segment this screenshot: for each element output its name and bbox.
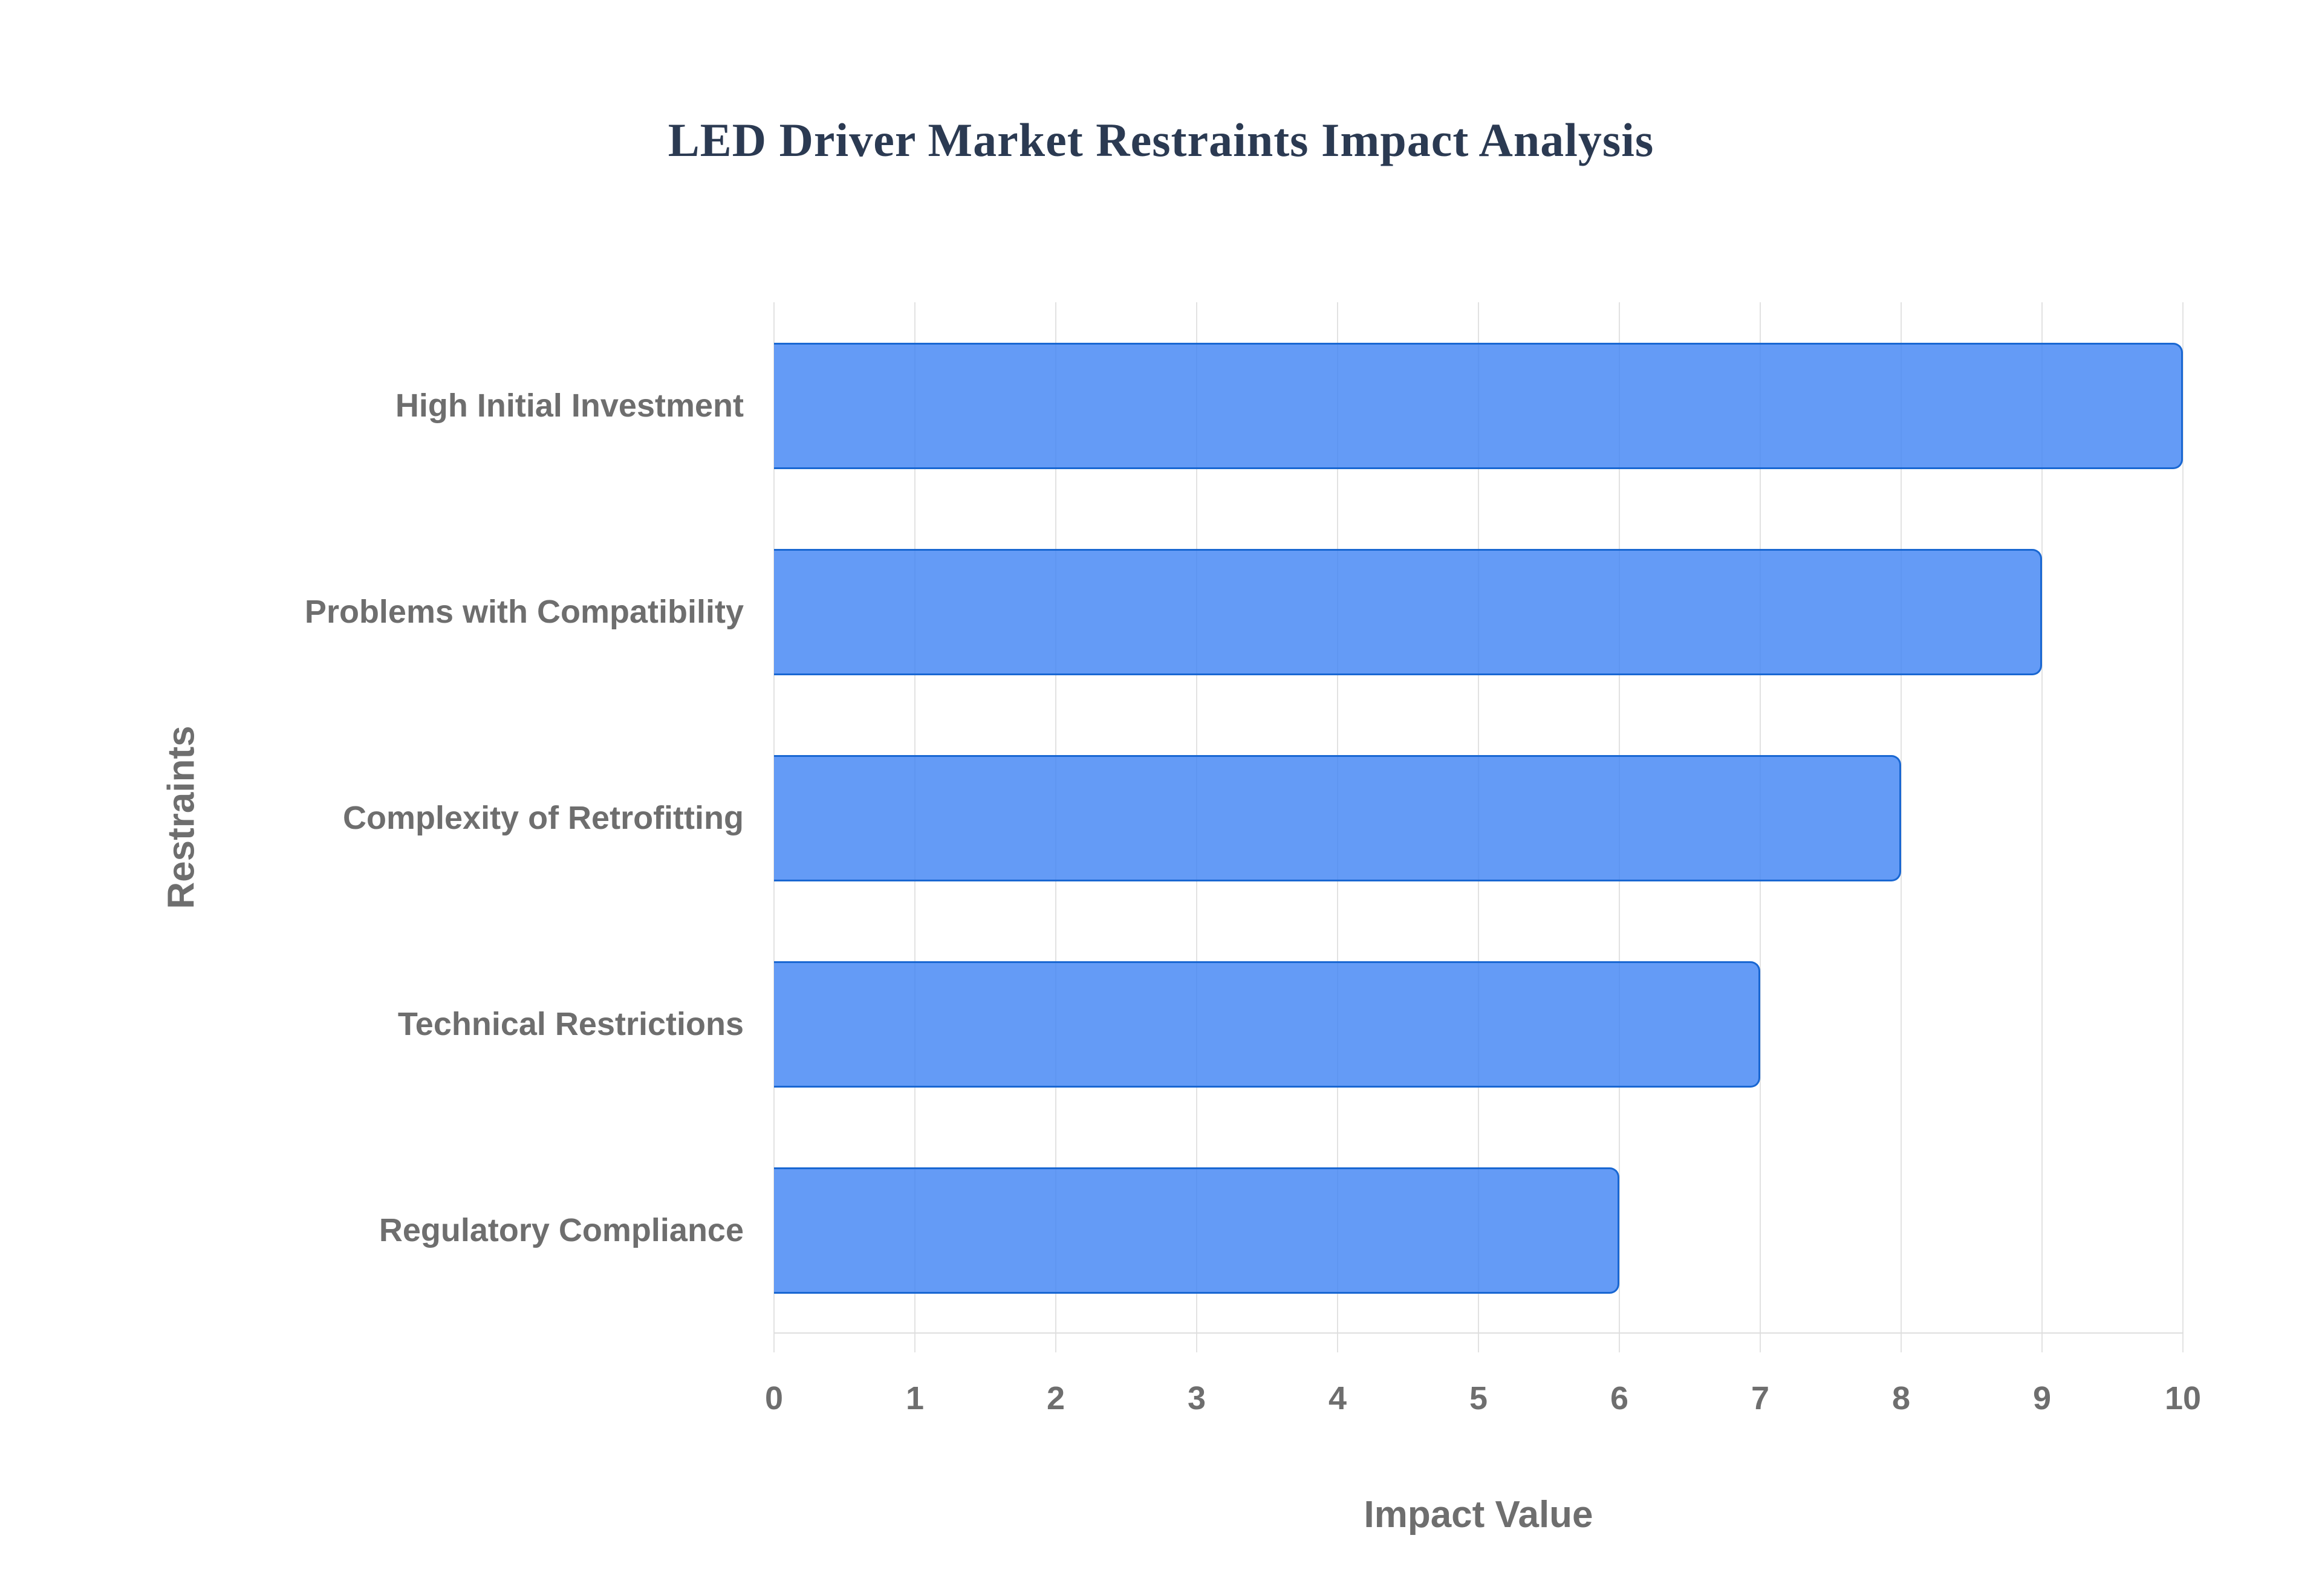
x-tick-label-5: 5 bbox=[1469, 1380, 1488, 1416]
bar-problems-with-compatibility[interactable] bbox=[774, 549, 2042, 675]
bar-technical-restrictions[interactable] bbox=[774, 961, 1760, 1088]
x-tick-label-8: 8 bbox=[1891, 1380, 1911, 1416]
y-axis-title: Restraints bbox=[160, 725, 203, 909]
x-axis-baseline bbox=[774, 1332, 2183, 1334]
x-axis-title: Impact Value bbox=[1364, 1494, 1593, 1536]
x-tick-label-2: 2 bbox=[1046, 1380, 1065, 1416]
gridline-x-9 bbox=[2041, 302, 2043, 1352]
x-tick-label-1: 1 bbox=[905, 1380, 925, 1416]
x-tick-label-9: 9 bbox=[2032, 1380, 2052, 1416]
x-tick-label-10: 10 bbox=[2164, 1380, 2202, 1416]
bar-high-initial-investment[interactable] bbox=[774, 343, 2183, 469]
category-label-regulatory-compliance: Regulatory Compliance bbox=[379, 1212, 744, 1248]
gridline-x-8 bbox=[1901, 302, 1902, 1352]
y-axis-category-labels: High Initial Investment Problems with Com… bbox=[230, 302, 744, 1333]
category-label-technical-restrictions: Technical Restrictions bbox=[397, 1005, 744, 1042]
x-tick-label-4: 4 bbox=[1328, 1380, 1347, 1416]
bar-regulatory-compliance[interactable] bbox=[774, 1167, 1619, 1294]
category-label-high-initial-investment: High Initial Investment bbox=[395, 387, 744, 424]
category-label-complexity-of-retrofitting: Complexity of Retrofitting bbox=[343, 799, 744, 836]
x-tick-label-6: 6 bbox=[1610, 1380, 1629, 1416]
category-label-problems-with-compatibility: Problems with Compatibility bbox=[304, 593, 744, 630]
x-tick-label-7: 7 bbox=[1751, 1380, 1770, 1416]
chart-title: LED Driver Market Restraints Impact Anal… bbox=[668, 114, 1654, 166]
gridline-x-10 bbox=[2182, 302, 2184, 1352]
x-tick-label-0: 0 bbox=[764, 1380, 784, 1416]
plot-area bbox=[773, 302, 2184, 1352]
bar-complexity-of-retrofitting[interactable] bbox=[774, 755, 1901, 881]
x-tick-label-3: 3 bbox=[1187, 1380, 1206, 1416]
